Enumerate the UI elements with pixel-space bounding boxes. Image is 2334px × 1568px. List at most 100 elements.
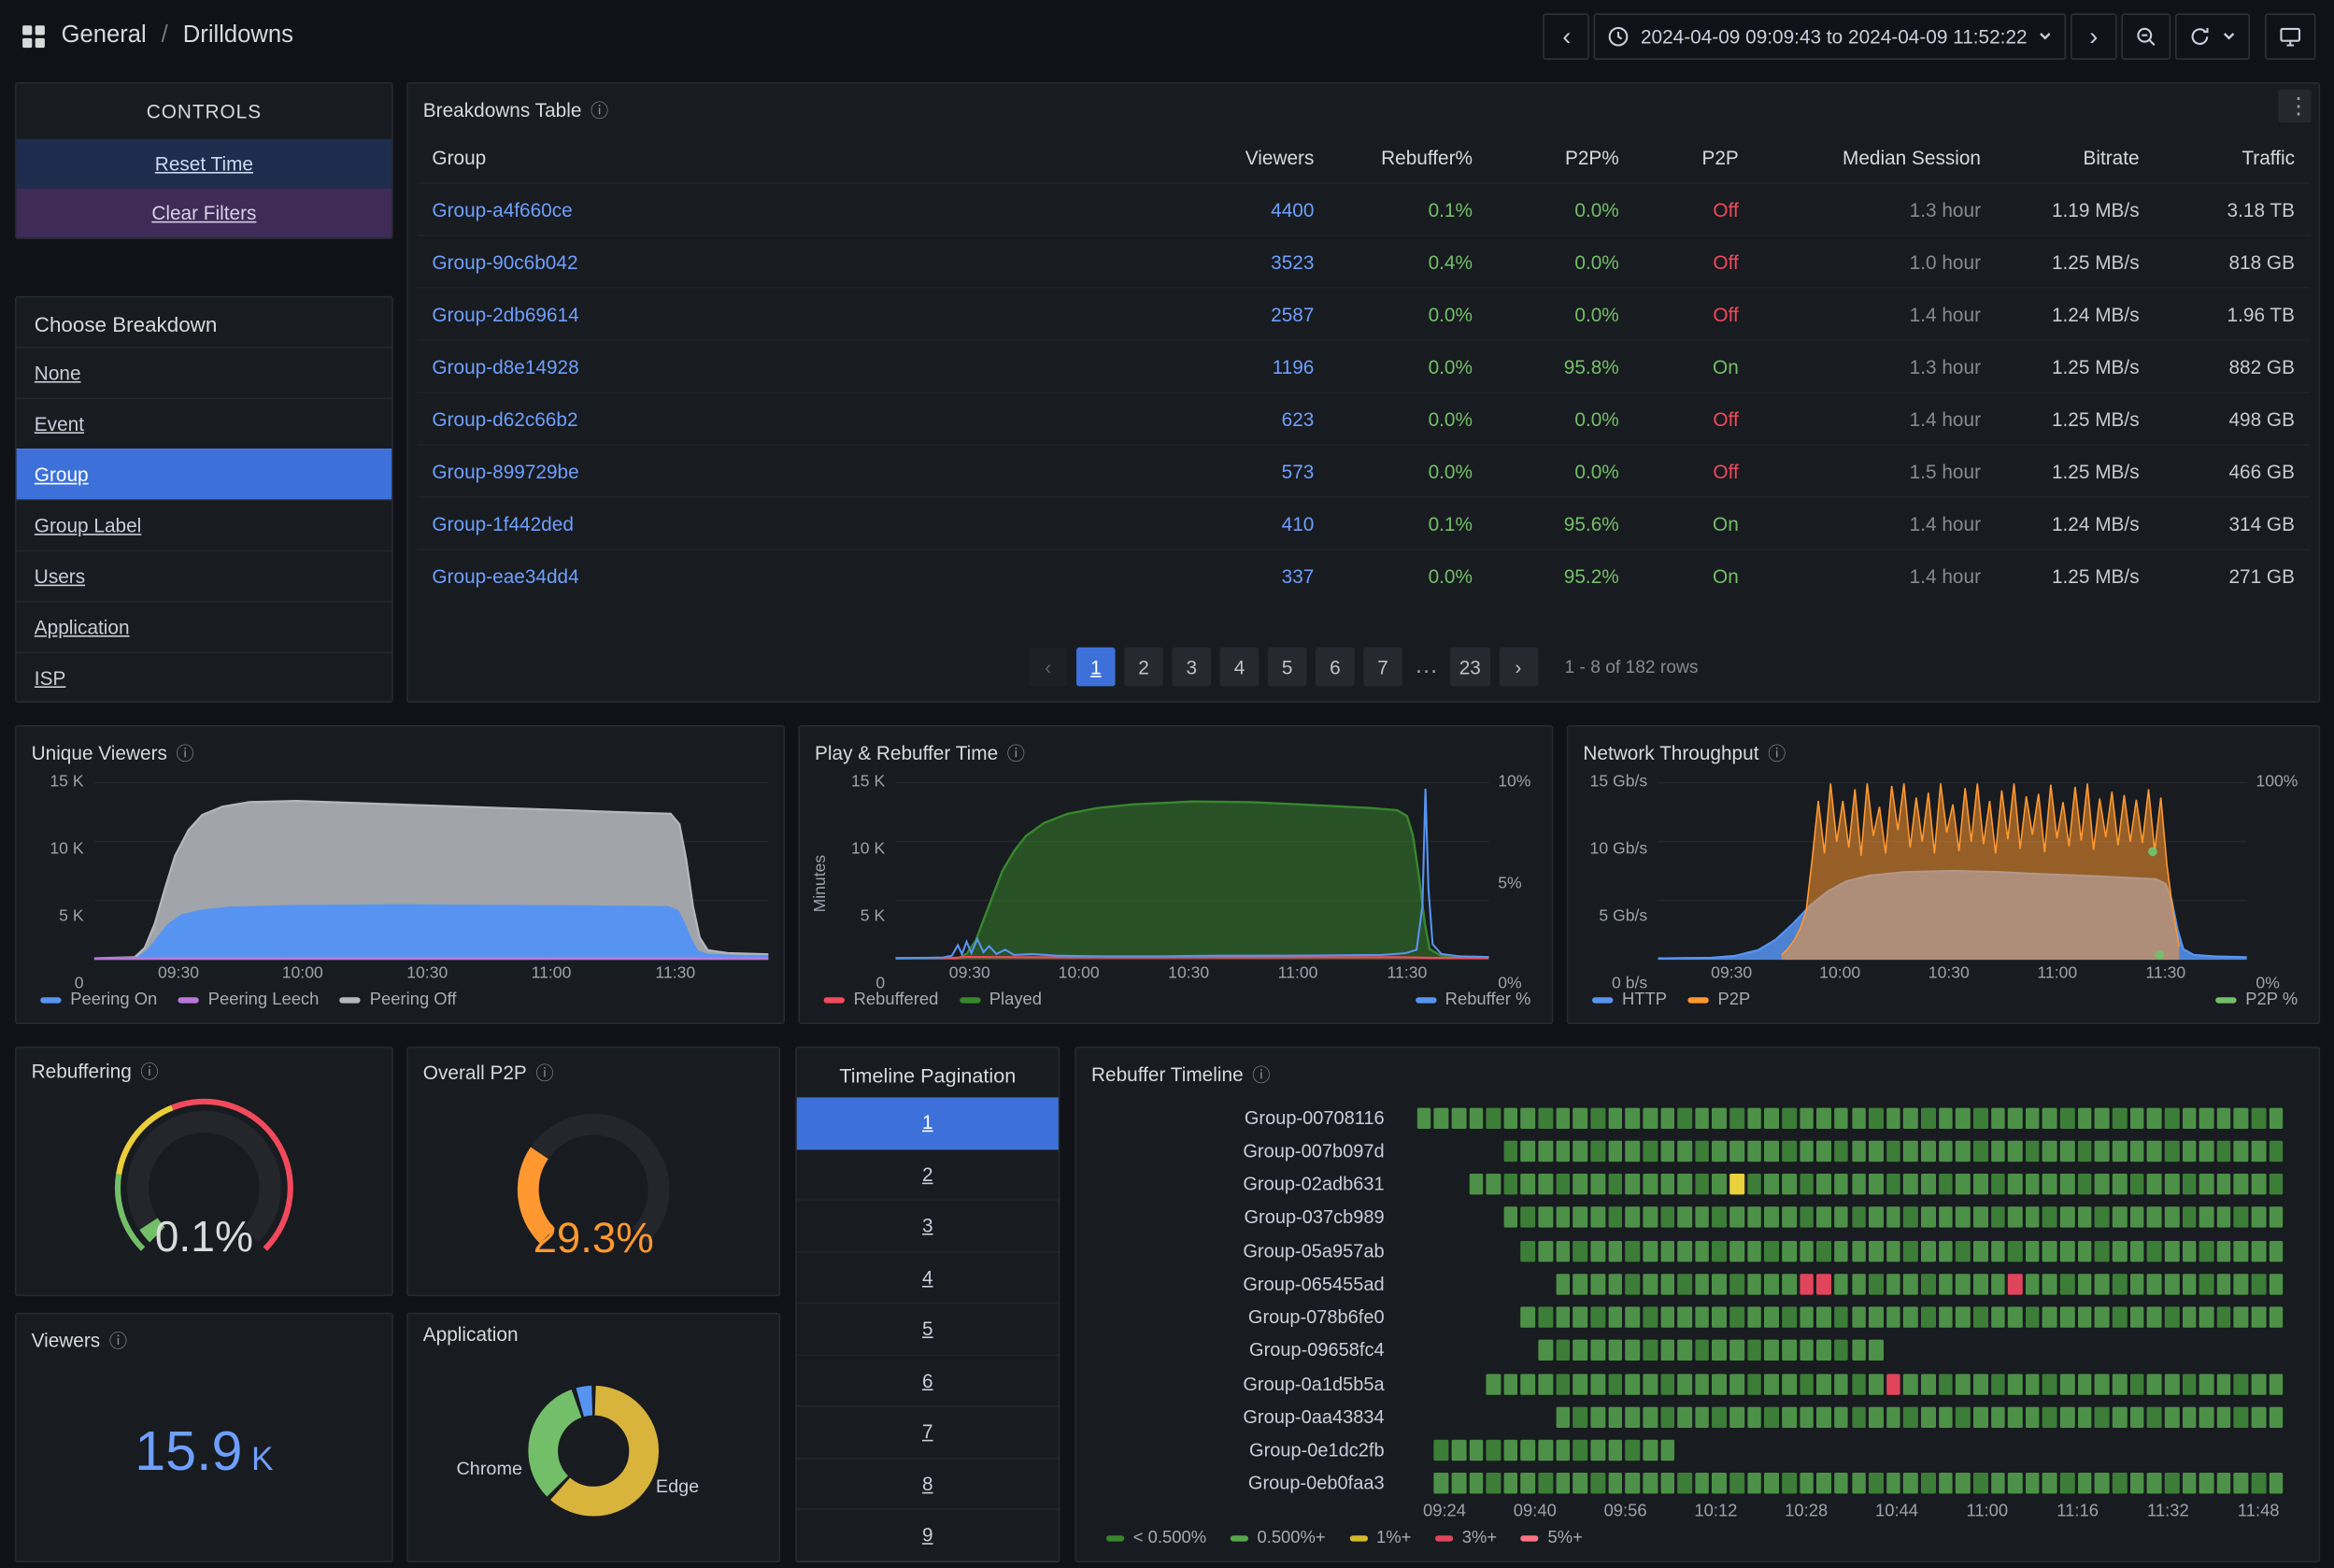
pagination-page-23[interactable]: 23 <box>1450 647 1490 687</box>
clear-filters-button[interactable]: Clear Filters <box>16 188 392 238</box>
time-shift-back-button[interactable]: ‹ <box>1543 12 1590 60</box>
cell-viewers[interactable]: 623 <box>1161 392 1330 445</box>
cell-group[interactable]: Group-a4f660ce <box>417 182 1162 235</box>
legend-item-played[interactable]: Played <box>959 991 1042 1008</box>
cell-group[interactable]: Group-d62c66b2 <box>417 392 1162 445</box>
column-header-median-session[interactable]: Median Session <box>1843 146 1981 169</box>
info-icon[interactable]: ⓘ <box>176 743 194 764</box>
pagination-page-3[interactable]: 3 <box>1172 647 1212 687</box>
column-header-group[interactable]: Group <box>432 146 487 169</box>
breakdown-item-group[interactable]: Group <box>16 449 392 500</box>
column-header-bitrate[interactable]: Bitrate <box>2083 146 2140 169</box>
legend-item-rebuffer[interactable]: Rebuffer % <box>1415 991 1530 1008</box>
cell-viewers[interactable]: 573 <box>1161 444 1330 497</box>
x-tick: 10:30 <box>1928 964 1970 983</box>
pagination-page-2[interactable]: 2 <box>1124 647 1163 687</box>
breadcrumb-section[interactable]: General <box>61 22 147 49</box>
info-icon[interactable]: ⓘ <box>140 1062 159 1084</box>
info-icon[interactable]: ⓘ <box>591 100 609 121</box>
legend-item-5[interactable]: 5%+ <box>1520 1530 1583 1547</box>
time-range-picker[interactable]: 2024-04-09 09:09:43 to 2024-04-09 11:52:… <box>1594 12 2067 60</box>
breakdown-item-none[interactable]: None <box>16 347 392 397</box>
rebuffer-timeline-chart[interactable]: Group-00708116 Group-007b097d Group-02adb6… <box>1091 1104 2304 1498</box>
timeline-page-8[interactable]: 8 <box>796 1459 1059 1510</box>
timeline-page-7[interactable]: 7 <box>796 1407 1059 1459</box>
timeline-cell <box>1921 1106 1936 1129</box>
breakdown-item-application[interactable]: Application <box>16 601 392 651</box>
column-header-rebuffer[interactable]: Rebuffer% <box>1381 146 1473 169</box>
timeline-cell <box>2147 1106 2162 1129</box>
column-header-traffic[interactable]: Traffic <box>2241 146 2295 169</box>
pagination-page-4[interactable]: 4 <box>1219 647 1260 687</box>
breakdown-item-group-label[interactable]: Group Label <box>16 499 392 549</box>
cell-group[interactable]: Group-899729be <box>417 444 1162 497</box>
timeline-page-3[interactable]: 3 <box>796 1201 1059 1252</box>
legend-item-peering-leech[interactable]: Peering Leech <box>178 991 319 1008</box>
reset-time-button[interactable]: Reset Time <box>16 138 392 189</box>
legend-item-3[interactable]: 3%+ <box>1435 1530 1497 1547</box>
timeline-cell <box>1764 1206 1779 1229</box>
panel-menu-button[interactable]: ⋮ <box>2278 90 2312 123</box>
breakdown-item-users[interactable]: Users <box>16 549 392 601</box>
cell-viewers[interactable]: 410 <box>1161 496 1330 549</box>
play-rebuffer-chart[interactable] <box>895 781 1489 961</box>
column-header-p2p[interactable]: P2P <box>1701 146 1739 169</box>
cell-traffic: 498 GB <box>2154 392 2310 445</box>
breakdown-item-isp[interactable]: ISP <box>16 651 392 703</box>
cell-group[interactable]: Group-eae34dd4 <box>417 549 1162 602</box>
cell-viewers[interactable]: 1196 <box>1161 339 1330 392</box>
timeline-page-1[interactable]: 1 <box>796 1097 1059 1149</box>
cell-group[interactable]: Group-1f442ded <box>417 496 1162 549</box>
info-icon[interactable]: ⓘ <box>535 1063 554 1085</box>
pagination-page-6[interactable]: 6 <box>1316 647 1355 687</box>
cell-viewers[interactable]: 4400 <box>1161 182 1330 235</box>
timeline-page-2[interactable]: 2 <box>796 1149 1059 1201</box>
legend-item-peering-off[interactable]: Peering Off <box>339 991 457 1008</box>
tv-mode-button[interactable] <box>2265 12 2316 60</box>
cell-viewers[interactable]: 337 <box>1161 549 1330 602</box>
refresh-button[interactable] <box>2175 12 2250 60</box>
info-icon[interactable]: ⓘ <box>1006 743 1025 764</box>
unique-viewers-chart[interactable] <box>93 781 769 961</box>
zoom-out-button[interactable] <box>2121 12 2171 60</box>
timeline-cell <box>1869 1240 1884 1262</box>
cell-viewers[interactable]: 3523 <box>1161 235 1330 288</box>
timeline-page-9[interactable]: 9 <box>796 1510 1059 1562</box>
legend-item-0-500[interactable]: 0.500%+ <box>1230 1530 1326 1547</box>
timeline-cell <box>2042 1473 2057 1495</box>
pagination-page-5[interactable]: 5 <box>1267 647 1307 687</box>
legend-item-p2p[interactable]: P2P <box>1687 991 1750 1008</box>
timeline-cell <box>1903 1140 1918 1162</box>
info-icon[interactable]: ⓘ <box>108 1331 128 1352</box>
column-header-p2p[interactable]: P2P% <box>1564 146 1619 169</box>
info-icon[interactable]: ⓘ <box>1768 743 1786 764</box>
legend-item-p2p[interactable]: P2P % <box>2215 991 2298 1008</box>
legend-item-0-500[interactable]: < 0.500% <box>1106 1530 1206 1547</box>
info-icon[interactable]: ⓘ <box>1252 1064 1271 1086</box>
time-shift-forward-button[interactable]: › <box>2071 12 2117 60</box>
dashboards-grid-icon[interactable] <box>21 23 46 49</box>
panel-unique-viewers: Unique Viewers ⓘ 15 K 10 K 5 K 0 09:30 10:00… <box>15 725 785 1024</box>
timeline-page-6[interactable]: 6 <box>796 1355 1059 1407</box>
legend-item-peering-on[interactable]: Peering On <box>40 991 157 1008</box>
cell-group[interactable]: Group-d8e14928 <box>417 339 1162 392</box>
legend-item-1[interactable]: 1%+ <box>1349 1530 1411 1547</box>
cell-group[interactable]: Group-2db69614 <box>417 287 1162 340</box>
network-throughput-chart[interactable] <box>1658 781 2247 961</box>
cell-median-session: 1.3 hour <box>1753 182 1996 235</box>
pagination-prev-button[interactable]: ‹ <box>1028 647 1068 687</box>
timeline-page-4[interactable]: 4 <box>796 1252 1059 1304</box>
timeline-page-5[interactable]: 5 <box>796 1304 1059 1356</box>
timeline-cell <box>1643 1373 1658 1395</box>
pagination-page-7[interactable]: 7 <box>1363 647 1402 687</box>
breakdown-item-event[interactable]: Event <box>16 397 392 449</box>
timeline-cell <box>1590 1240 1605 1262</box>
timeline-cell <box>1590 1306 1605 1328</box>
cell-group[interactable]: Group-90c6b042 <box>417 235 1162 288</box>
cell-viewers[interactable]: 2587 <box>1161 287 1330 340</box>
pagination-next-button[interactable]: › <box>1499 647 1538 687</box>
pagination-page-1[interactable]: 1 <box>1076 647 1116 687</box>
column-header-viewers[interactable]: Viewers <box>1245 146 1315 169</box>
legend-item-http[interactable]: HTTP <box>1592 991 1667 1008</box>
legend-item-rebuffered[interactable]: Rebuffered <box>823 991 938 1008</box>
